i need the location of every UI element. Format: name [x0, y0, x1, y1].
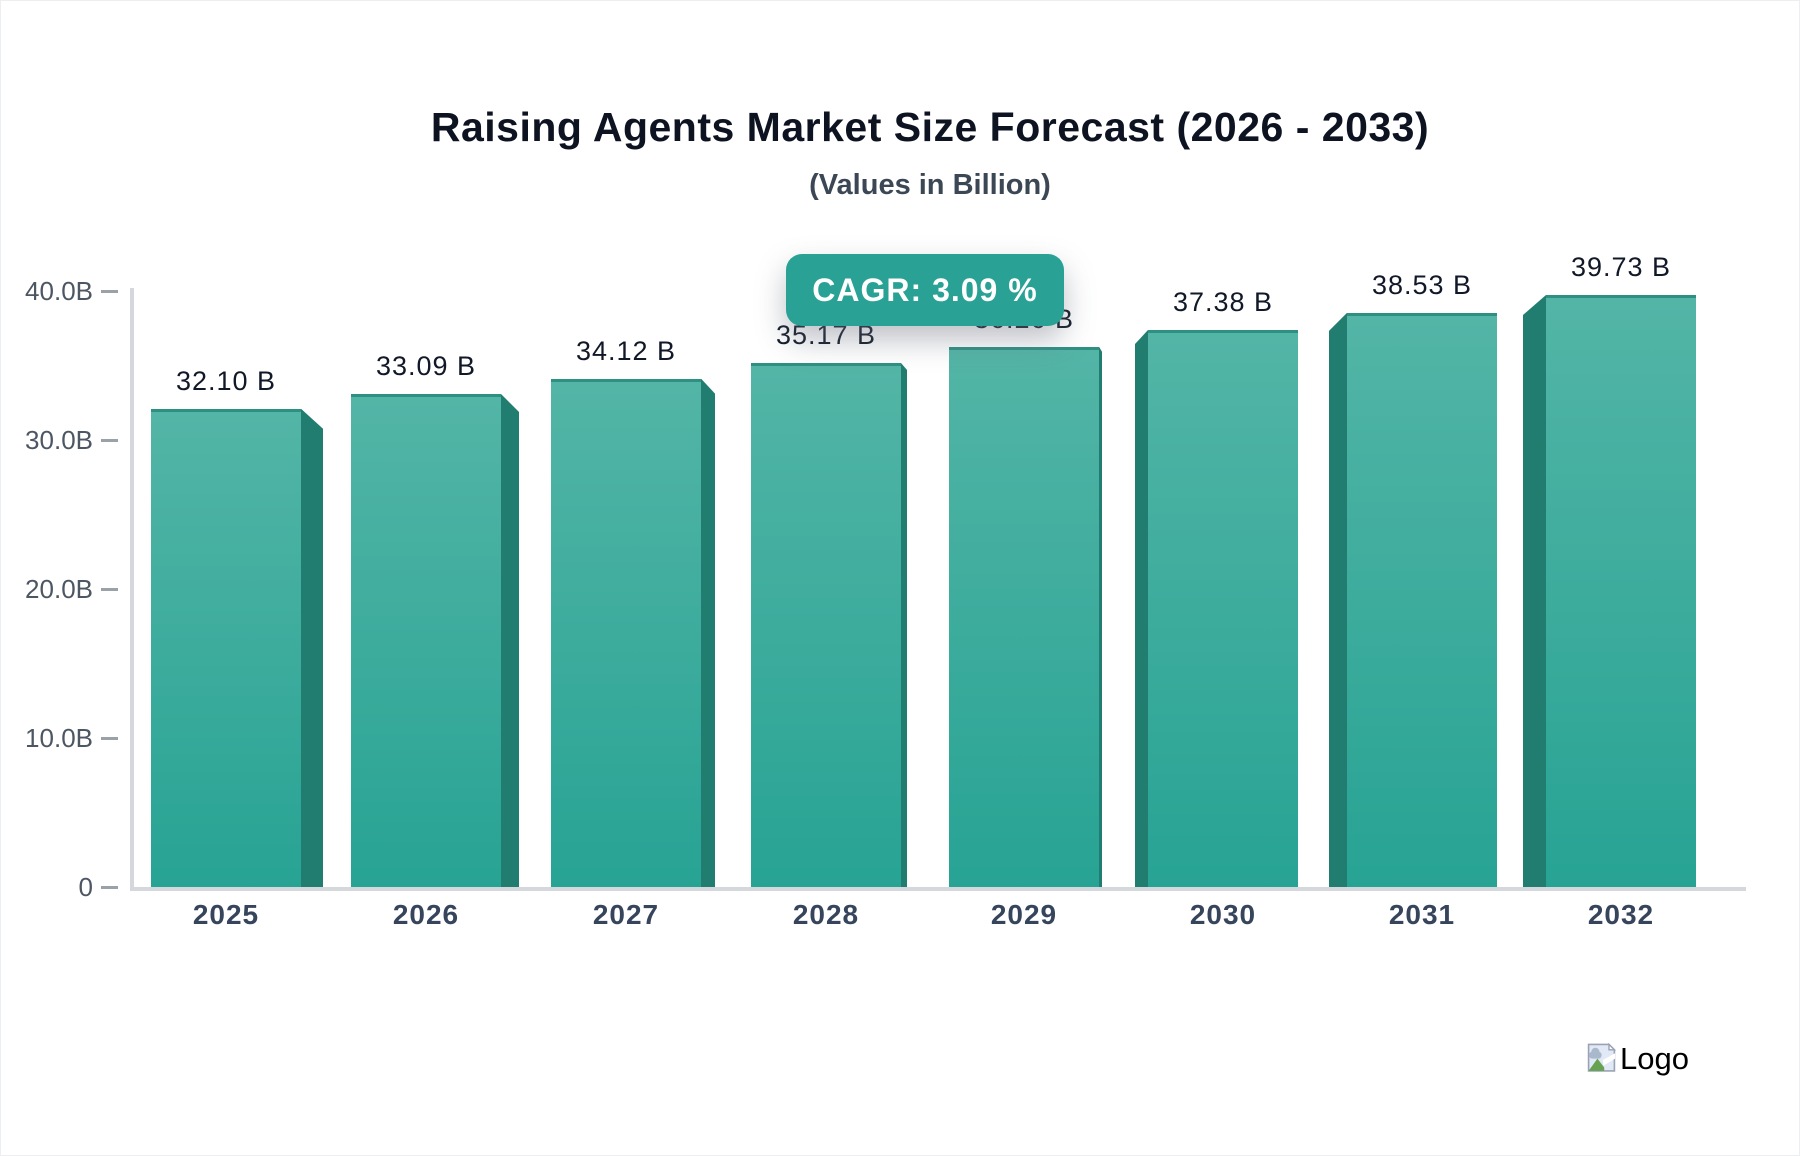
- bar-value-label: 34.12 B: [575, 335, 677, 366]
- bar-2032: [1546, 295, 1696, 887]
- x-tick-label: 2032: [1587, 899, 1655, 930]
- y-tick-label: 40.0B: [25, 276, 93, 306]
- y-tick-label: 30.0B: [25, 425, 93, 455]
- y-axis-line: [130, 288, 134, 891]
- y-tick-label: 20.0B: [25, 574, 93, 604]
- x-tick-label: 2026: [392, 899, 460, 930]
- bar-value-label: 39.73 B: [1570, 252, 1672, 283]
- bar-2026: [351, 393, 501, 887]
- y-tick-mark: [101, 439, 118, 442]
- x-tick-label: 2030: [1189, 899, 1257, 930]
- cagr-badge: CAGR: 3.09 %: [786, 254, 1064, 326]
- broken-image-icon: [1587, 1042, 1617, 1072]
- y-tick-label: 0: [78, 872, 93, 902]
- logo: Logo: [1585, 1041, 1689, 1077]
- bar-value-label: 38.53 B: [1371, 269, 1473, 300]
- logo-alt-text: Logo: [1620, 1041, 1689, 1076]
- bar-side-face: [301, 408, 323, 887]
- bar-2030: [1148, 330, 1298, 887]
- x-tick-label: 2031: [1388, 899, 1456, 930]
- bar-side-face: [1523, 295, 1546, 887]
- y-tick-mark: [101, 886, 118, 889]
- bar-2029: [949, 346, 1099, 887]
- bar-side-face: [1135, 330, 1148, 887]
- x-tick-label: 2028: [792, 899, 860, 930]
- bar-2025: [151, 408, 301, 887]
- x-tick-label: 2027: [592, 899, 660, 930]
- x-tick-label: 2029: [990, 899, 1058, 930]
- bar-side-face: [1099, 346, 1102, 887]
- bar-value-label: 37.38 B: [1172, 287, 1274, 318]
- bar-side-face: [501, 393, 519, 887]
- y-tick-label: 10.0B: [25, 723, 93, 753]
- bar-side-face: [1329, 312, 1347, 887]
- y-tick-mark: [101, 290, 118, 293]
- bar-side-face: [701, 378, 715, 887]
- x-axis-line: [130, 887, 1746, 891]
- y-tick-mark: [101, 588, 118, 591]
- bar-value-label: 33.09 B: [375, 350, 477, 381]
- chart-title: Raising Agents Market Size Forecast (202…: [430, 104, 1430, 150]
- y-tick-mark: [101, 737, 118, 740]
- bar-2028: [751, 362, 901, 887]
- bar-2027: [551, 378, 701, 887]
- chart-subtitle: (Values in Billion): [809, 169, 1051, 201]
- bar-side-face: [901, 362, 907, 887]
- bar-value-label: 32.10 B: [175, 365, 277, 396]
- bar-2031: [1347, 312, 1497, 887]
- x-tick-label: 2025: [192, 899, 260, 930]
